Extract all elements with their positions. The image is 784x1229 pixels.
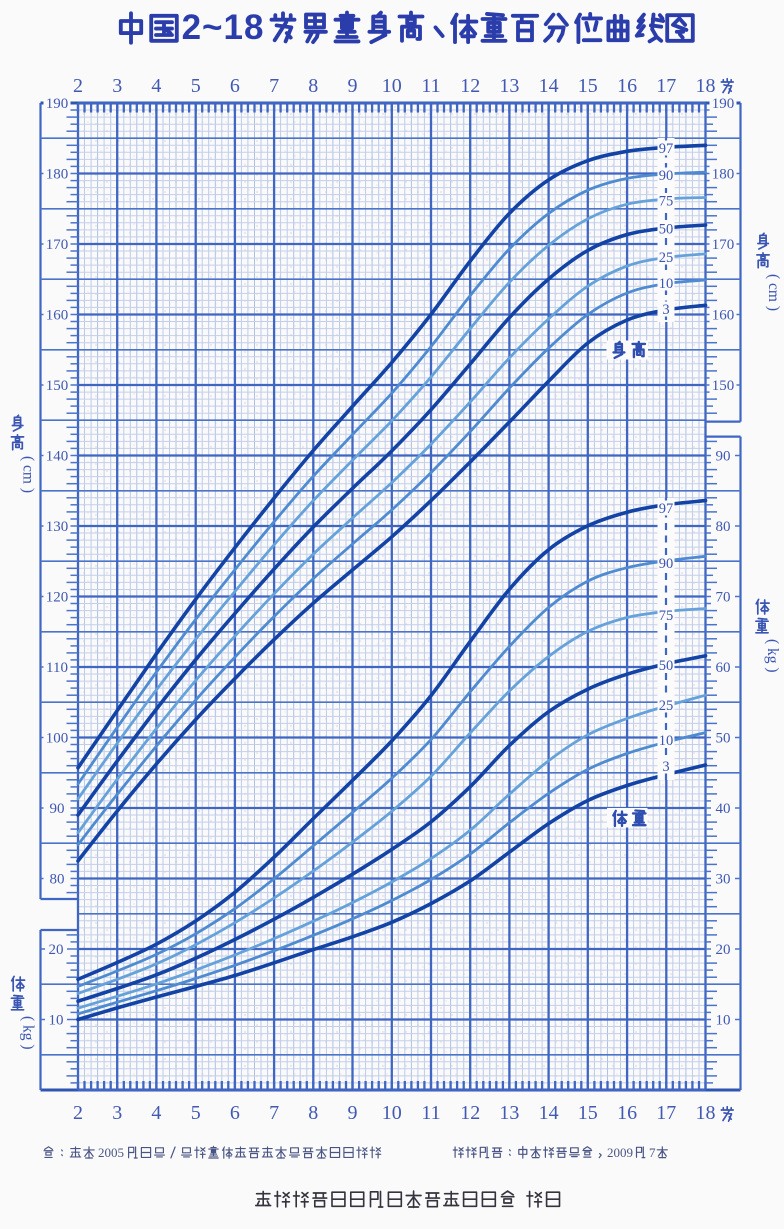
- svg-text:97: 97: [659, 501, 674, 517]
- svg-text:16: 16: [617, 75, 637, 97]
- svg-text:10: 10: [659, 733, 674, 749]
- svg-text:6: 6: [230, 1102, 240, 1124]
- svg-text:12: 12: [460, 1102, 480, 1124]
- svg-text:( cm ): ( cm ): [765, 274, 782, 311]
- svg-text:25: 25: [659, 698, 674, 714]
- svg-text:10: 10: [382, 1102, 402, 1124]
- svg-text:25: 25: [659, 250, 674, 266]
- svg-text:97: 97: [659, 141, 674, 157]
- svg-text:( cm ): ( cm ): [20, 456, 37, 493]
- svg-text:50: 50: [716, 731, 731, 747]
- svg-text:90: 90: [659, 556, 674, 572]
- svg-text:2~18: 2~18: [182, 8, 265, 47]
- svg-text:17: 17: [656, 75, 676, 97]
- svg-text:170: 170: [712, 237, 735, 253]
- svg-text:190: 190: [712, 96, 735, 112]
- svg-text:190: 190: [46, 96, 69, 112]
- svg-text:15: 15: [578, 1102, 598, 1124]
- svg-text:20: 20: [49, 942, 64, 958]
- svg-text:10: 10: [716, 1013, 731, 1029]
- svg-text:2009: 2009: [607, 1145, 633, 1160]
- svg-text:15: 15: [578, 75, 598, 97]
- svg-text:9: 9: [348, 75, 358, 97]
- svg-text:80: 80: [716, 519, 731, 535]
- svg-text:10: 10: [382, 75, 402, 97]
- svg-text:9: 9: [348, 1102, 358, 1124]
- svg-text:160: 160: [712, 308, 735, 324]
- svg-text:16: 16: [617, 1102, 637, 1124]
- svg-text:11: 11: [421, 1102, 440, 1124]
- svg-text:130: 130: [46, 519, 69, 535]
- svg-text:50: 50: [659, 222, 674, 238]
- svg-text:18: 18: [696, 75, 716, 97]
- svg-text:75: 75: [659, 608, 674, 624]
- svg-text:13: 13: [499, 1102, 519, 1124]
- svg-text:120: 120: [46, 590, 69, 606]
- svg-text:4: 4: [151, 1102, 161, 1124]
- svg-text:5: 5: [191, 75, 201, 97]
- svg-text:110: 110: [46, 660, 68, 676]
- svg-text:10: 10: [659, 276, 674, 292]
- svg-text:11: 11: [421, 75, 440, 97]
- svg-text:12: 12: [460, 75, 480, 97]
- svg-text:3: 3: [662, 302, 669, 318]
- svg-text:150: 150: [712, 378, 735, 394]
- svg-text:3: 3: [112, 1102, 122, 1124]
- svg-text:( kg ): ( kg ): [20, 1016, 37, 1050]
- svg-text:17: 17: [656, 1102, 676, 1124]
- svg-text:90: 90: [50, 801, 65, 817]
- svg-text:10: 10: [49, 1013, 64, 1029]
- svg-text:7: 7: [649, 1145, 656, 1160]
- svg-text:50: 50: [659, 658, 674, 674]
- svg-text:2: 2: [73, 75, 83, 97]
- svg-text:30: 30: [716, 872, 731, 888]
- svg-text:7: 7: [269, 75, 279, 97]
- svg-text:( kg ): ( kg ): [764, 639, 781, 673]
- svg-text:100: 100: [46, 731, 69, 747]
- svg-text:8: 8: [308, 1102, 318, 1124]
- svg-text:3: 3: [662, 759, 669, 775]
- svg-text:150: 150: [46, 378, 69, 394]
- svg-text:20: 20: [716, 942, 731, 958]
- svg-text:14: 14: [539, 75, 559, 97]
- svg-text:7: 7: [269, 1102, 279, 1124]
- svg-text:4: 4: [151, 75, 161, 97]
- svg-text:18: 18: [696, 1102, 716, 1124]
- svg-text:2005: 2005: [98, 1145, 124, 1160]
- svg-text:90: 90: [659, 168, 674, 184]
- svg-text:2: 2: [73, 1102, 83, 1124]
- svg-text:5: 5: [191, 1102, 201, 1124]
- svg-text:140: 140: [46, 449, 69, 465]
- svg-text:6: 6: [230, 75, 240, 97]
- svg-text:180: 180: [712, 167, 735, 183]
- svg-text:40: 40: [716, 801, 731, 817]
- svg-text:80: 80: [50, 872, 65, 888]
- svg-text:75: 75: [659, 194, 674, 210]
- svg-text:180: 180: [46, 167, 69, 183]
- svg-text:90: 90: [716, 449, 731, 465]
- svg-text:3: 3: [112, 75, 122, 97]
- svg-text:13: 13: [499, 75, 519, 97]
- svg-text:70: 70: [716, 590, 731, 606]
- svg-text:160: 160: [46, 308, 69, 324]
- svg-text:170: 170: [46, 237, 69, 253]
- svg-text:8: 8: [308, 75, 318, 97]
- svg-text:60: 60: [716, 660, 731, 676]
- svg-text:14: 14: [539, 1102, 559, 1124]
